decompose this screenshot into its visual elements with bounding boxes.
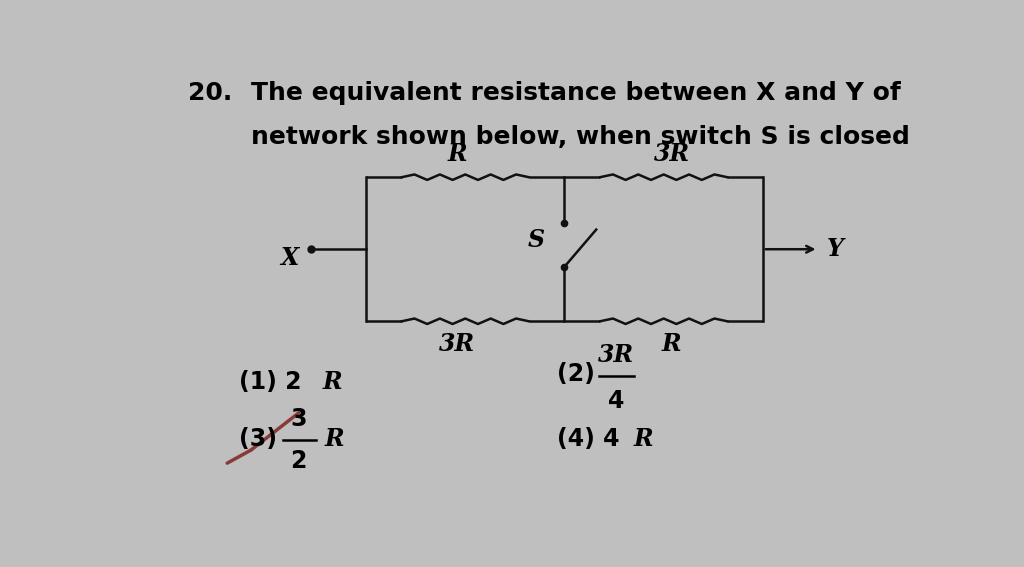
Text: 3: 3 bbox=[291, 407, 307, 431]
Text: (3): (3) bbox=[240, 427, 278, 451]
Text: (4) 4: (4) 4 bbox=[557, 427, 620, 451]
Text: 2: 2 bbox=[291, 448, 307, 473]
Text: 3R: 3R bbox=[439, 332, 475, 356]
Text: (2): (2) bbox=[557, 362, 594, 386]
Text: 20.: 20. bbox=[187, 81, 231, 105]
Text: R: R bbox=[662, 332, 681, 356]
Text: 3R: 3R bbox=[598, 343, 634, 367]
Text: Y: Y bbox=[826, 237, 843, 261]
Text: R: R bbox=[447, 142, 467, 166]
Text: S: S bbox=[527, 229, 545, 252]
Text: network shown below, when switch S is closed: network shown below, when switch S is cl… bbox=[251, 125, 910, 149]
Text: R: R bbox=[634, 427, 653, 451]
Text: (1) 2: (1) 2 bbox=[240, 370, 302, 395]
Text: X: X bbox=[281, 246, 299, 270]
Text: R: R bbox=[323, 370, 342, 395]
Text: R: R bbox=[325, 427, 344, 451]
Text: The equivalent resistance between X and Y of: The equivalent resistance between X and … bbox=[251, 81, 901, 105]
Text: 4: 4 bbox=[608, 389, 625, 413]
Text: 3R: 3R bbox=[653, 142, 690, 166]
